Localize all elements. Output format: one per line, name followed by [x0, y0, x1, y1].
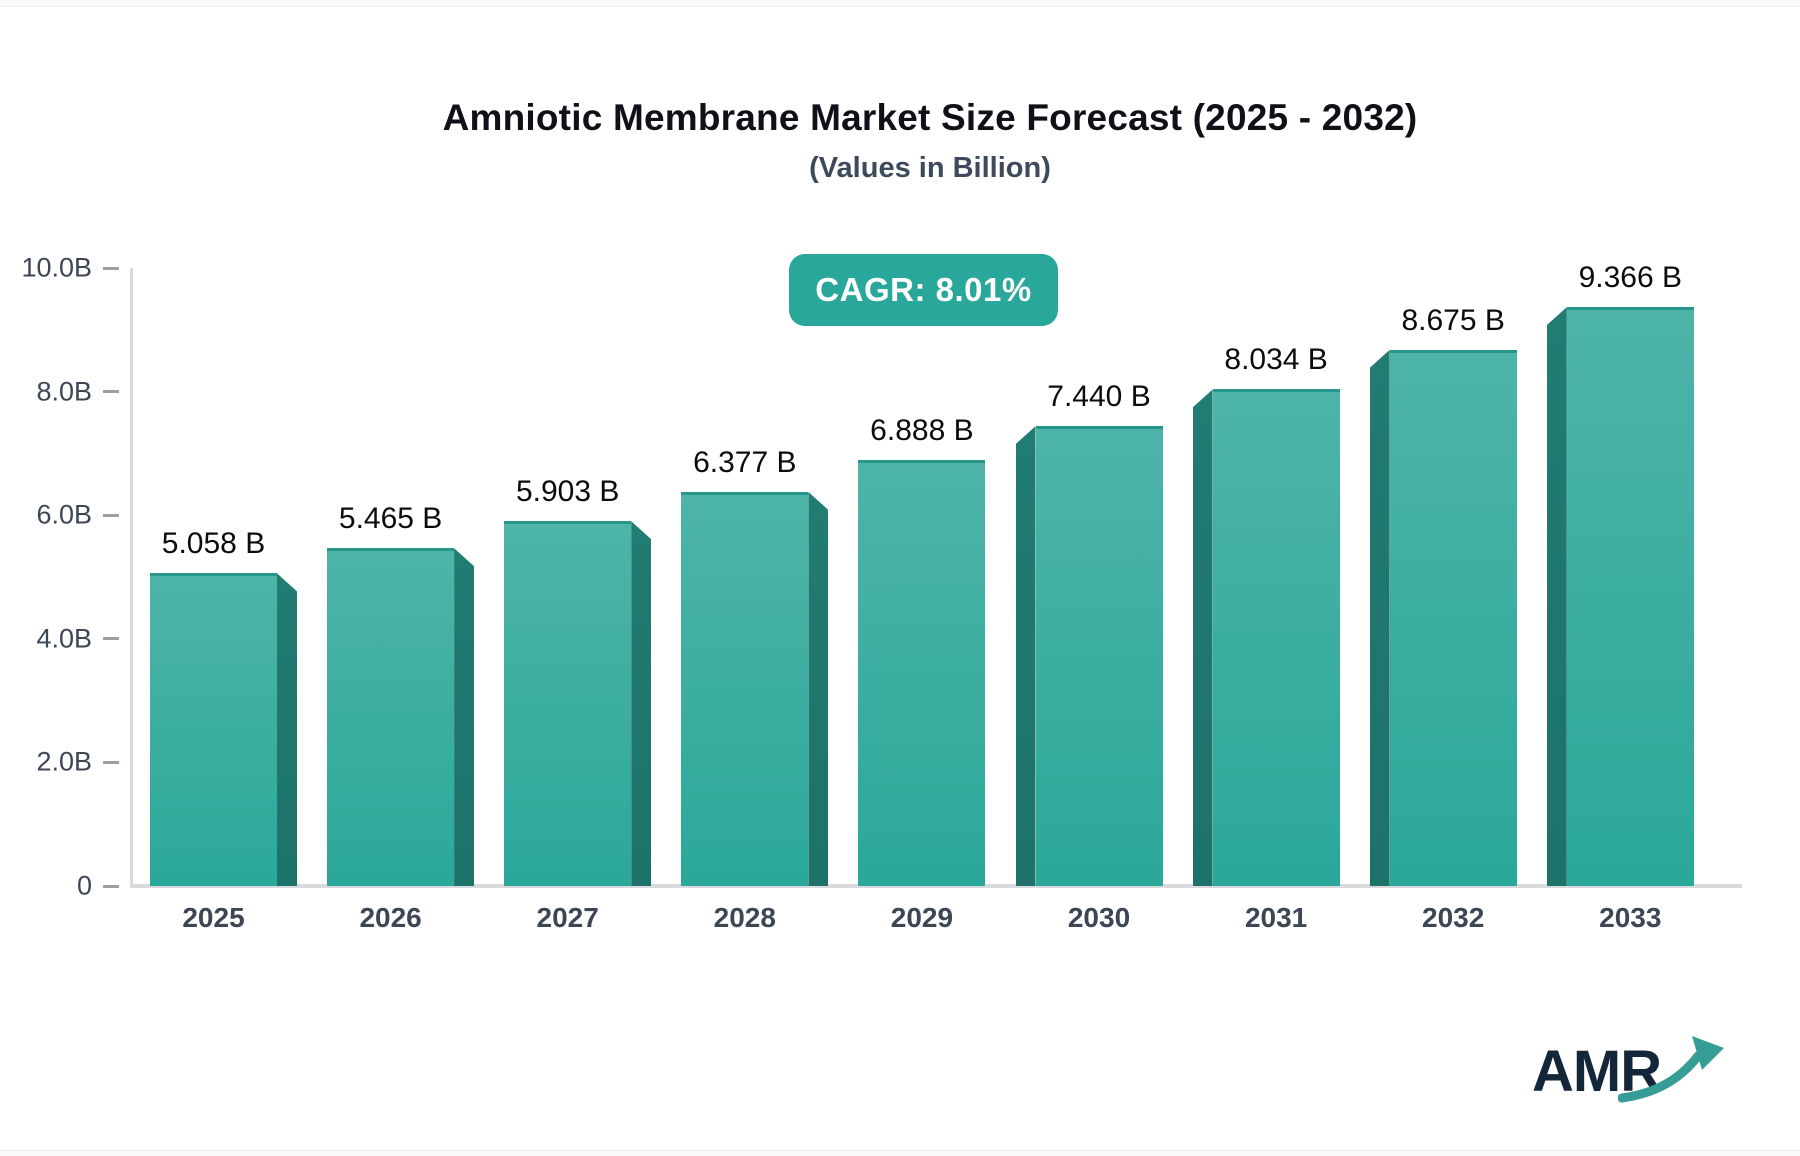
bar [1566, 307, 1694, 886]
bar-value-label: 6.888 B [870, 414, 974, 448]
bar [858, 460, 986, 886]
x-tick-label: 2026 [359, 902, 422, 933]
y-tick-dash [103, 513, 119, 517]
y-tick-label: 6.0B [36, 499, 92, 530]
chart-title: Amniotic Membrane Market Size Forecast (… [442, 97, 1418, 138]
bar-3d-side [454, 548, 475, 886]
bar [504, 521, 632, 886]
bar-3d-side [1369, 349, 1390, 886]
x-tick-label: 2028 [713, 902, 776, 933]
bar-value-label: 5.058 B [161, 527, 266, 561]
y-tick-dash [103, 390, 119, 394]
bar-value-label: 6.377 B [693, 445, 797, 479]
y-tick-dash [103, 884, 119, 888]
x-tick-label: 2033 [1599, 902, 1662, 933]
bar-value-label: 5.903 B [515, 475, 620, 509]
y-tick-label: 8.0B [36, 376, 92, 407]
bar [1035, 426, 1163, 886]
y-axis-line [130, 268, 133, 888]
bar [150, 573, 277, 886]
top-edge-strip [0, 0, 1800, 7]
bar-3d-side [277, 573, 297, 886]
y-tick-dash [103, 266, 119, 270]
bar-3d-side [1546, 307, 1567, 886]
bar [681, 491, 809, 886]
amr-logo: AMR [1532, 1032, 1732, 1112]
y-tick-dash [103, 637, 119, 641]
chart-subtitle: (Values in Billion) [809, 152, 1051, 184]
bar-value-label: 9.366 B [1578, 261, 1683, 295]
bar [327, 548, 455, 886]
y-tick-label: 2.0B [36, 746, 92, 777]
cagr-badge: CAGR: 8.01% [789, 254, 1058, 326]
bar-value-label: 5.465 B [338, 502, 443, 536]
bar-3d-side [1192, 389, 1213, 886]
x-tick-label: 2030 [1067, 902, 1131, 933]
bottom-edge-strip [0, 1150, 1800, 1156]
x-tick-label: 2029 [890, 902, 954, 933]
bar-value-label: 8.675 B [1401, 303, 1505, 337]
y-tick-label: 4.0B [36, 623, 92, 654]
bar [1212, 389, 1340, 886]
y-tick-label: 0 [76, 870, 92, 901]
bar-value-label: 7.440 B [1047, 380, 1151, 414]
bar-3d-side [808, 491, 829, 886]
bar-3d-side [631, 521, 652, 886]
bar [1389, 349, 1517, 886]
x-tick-label: 2025 [182, 902, 245, 933]
bar-3d-side [1015, 426, 1036, 886]
y-tick-label: 10.0B [21, 252, 92, 283]
bar-value-label: 8.034 B [1224, 343, 1328, 377]
x-tick-label: 2031 [1244, 902, 1308, 933]
growth-arrow-icon [1618, 1036, 1724, 1103]
y-tick-dash [103, 760, 119, 764]
x-tick-label: 2027 [536, 902, 599, 933]
x-tick-label: 2032 [1422, 902, 1485, 933]
x-axis-line [130, 884, 1742, 888]
